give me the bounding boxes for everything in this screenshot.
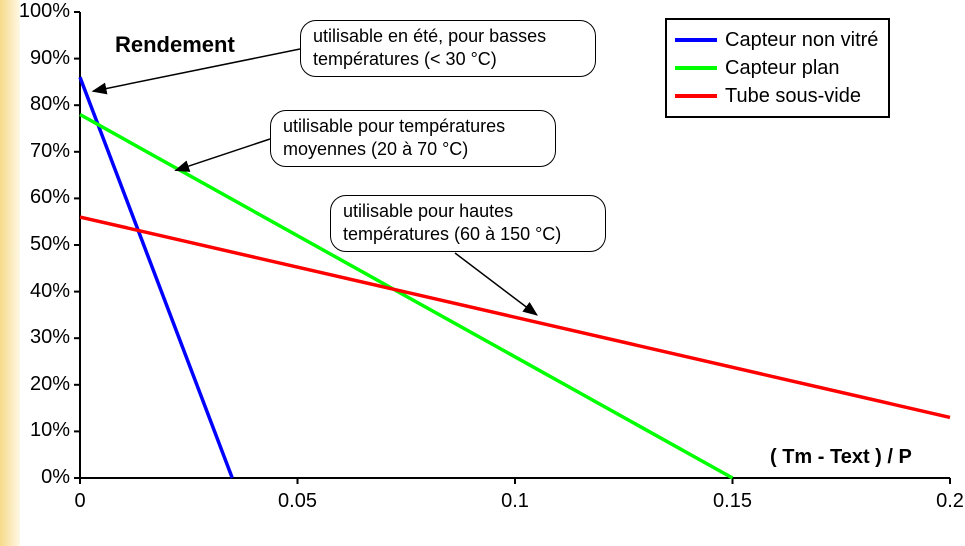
- legend-label: Capteur plan: [725, 57, 840, 80]
- callout-text: moyennes (20 à 70 °C): [283, 138, 543, 161]
- y-tick-label: 30%: [30, 326, 70, 349]
- series-line: [80, 77, 232, 478]
- legend-box: Capteur non vitré Capteur plan Tube sous-v…: [665, 18, 890, 118]
- y-tick-label: 20%: [30, 373, 70, 396]
- y-tick-label: 80%: [30, 93, 70, 116]
- callout-text: utilisable en été, pour basses: [313, 25, 583, 48]
- y-tick-label: 60%: [30, 186, 70, 209]
- x-axis-label: ( Tm - Text ) / P: [770, 446, 912, 469]
- callout-arrow: [176, 139, 270, 170]
- x-tick-label: 0: [55, 490, 105, 513]
- callout-box: utilisable pour hautestempératures (60 à…: [330, 195, 606, 252]
- chart-container: Rendement ( Tm - Text ) / P 0% 10% 20% 30% 4…: [0, 0, 965, 546]
- y-tick-label: 10%: [30, 419, 70, 442]
- callout-text: températures (60 à 150 °C): [343, 223, 593, 246]
- y-tick-label: 50%: [30, 233, 70, 256]
- y-tick-label: 0%: [41, 466, 70, 489]
- legend-item: Capteur plan: [675, 54, 878, 82]
- callout-text: utilisable pour températures: [283, 115, 543, 138]
- legend-item: Tube sous-vide: [675, 82, 878, 110]
- x-tick-label: 0.15: [708, 490, 758, 513]
- callout-box: utilisable pour températuresmoyennes (20…: [270, 110, 556, 167]
- x-tick-label: 0.2: [925, 490, 965, 513]
- legend-swatch: [675, 38, 717, 42]
- y-tick-label: 70%: [30, 140, 70, 163]
- callout-box: utilisable en été, pour bassestempératur…: [300, 20, 596, 77]
- x-tick-label: 0.1: [490, 490, 540, 513]
- chart-title: Rendement: [115, 32, 235, 58]
- callout-text: utilisable pour hautes: [343, 200, 593, 223]
- y-tick-label: 100%: [19, 0, 70, 23]
- callout-text: températures (< 30 °C): [313, 48, 583, 71]
- legend-item: Capteur non vitré: [675, 26, 878, 54]
- y-tick-label: 40%: [30, 280, 70, 303]
- x-tick-label: 0.05: [273, 490, 323, 513]
- legend-swatch: [675, 66, 717, 70]
- legend-label: Capteur non vitré: [725, 29, 878, 52]
- y-tick-label: 90%: [30, 47, 70, 70]
- legend-label: Tube sous-vide: [725, 85, 861, 108]
- legend-swatch: [675, 94, 717, 98]
